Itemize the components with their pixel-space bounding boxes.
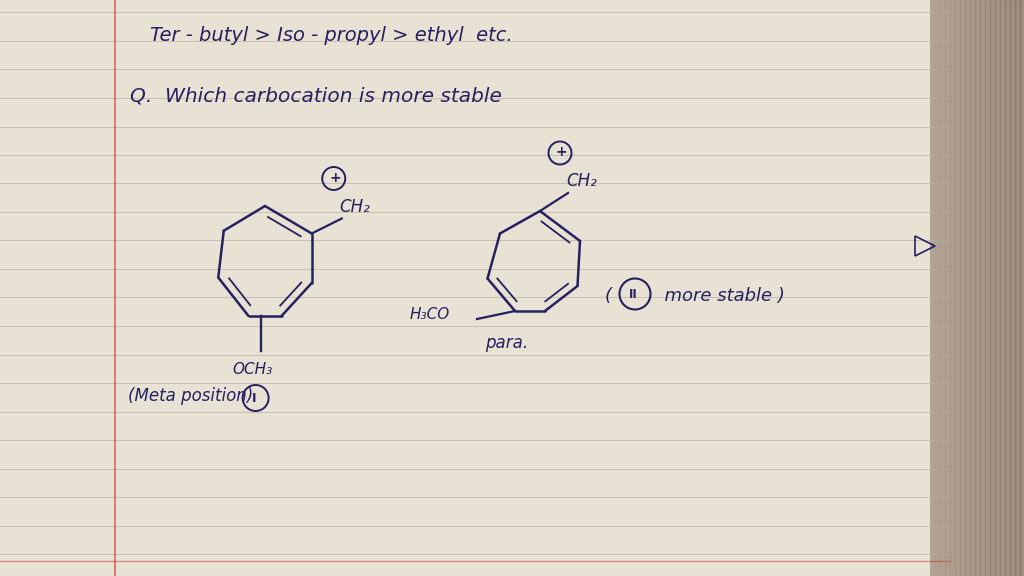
Text: +: + <box>330 171 341 185</box>
Text: II: II <box>629 287 637 301</box>
Text: Ter - butyl > Iso - propyl > ethyl  etc.: Ter - butyl > Iso - propyl > ethyl etc. <box>150 26 513 45</box>
Text: H₃CO: H₃CO <box>410 307 451 322</box>
Text: I: I <box>252 392 257 404</box>
Text: Q.  Which carbocation is more stable: Q. Which carbocation is more stable <box>130 86 502 105</box>
Text: para.: para. <box>485 334 528 352</box>
Text: OCH₃: OCH₃ <box>232 362 272 377</box>
Text: CH₂: CH₂ <box>340 198 371 215</box>
Text: CH₂: CH₂ <box>566 172 597 190</box>
Text: (Meta position): (Meta position) <box>128 387 253 405</box>
Text: (: ( <box>605 287 617 305</box>
Text: more stable ): more stable ) <box>653 287 784 305</box>
Text: +: + <box>555 145 567 159</box>
Polygon shape <box>930 0 1024 576</box>
